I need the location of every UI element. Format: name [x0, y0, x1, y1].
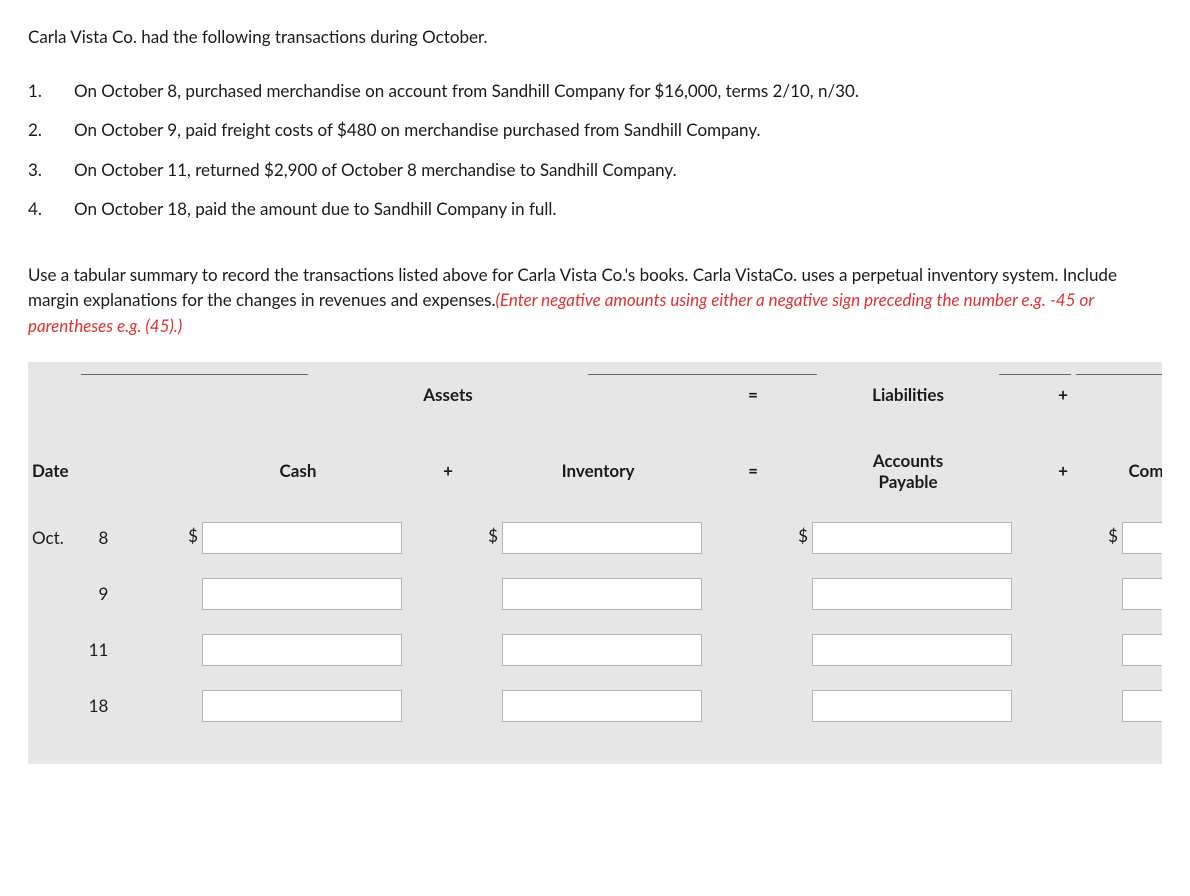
- cash-input[interactable]: [202, 578, 402, 610]
- section-assets: Assets: [178, 378, 718, 444]
- col-equals: =: [718, 444, 788, 511]
- transaction-text: On October 11, returned $2,900 of Octobe…: [74, 157, 677, 183]
- accounts-payable-input[interactable]: [812, 634, 1012, 666]
- summary-table: Assets = Liabilities + Date Cash + Inven…: [28, 362, 1162, 764]
- transaction-number: 4.: [28, 196, 74, 222]
- section-equals: =: [718, 378, 788, 444]
- date-day: 8: [78, 525, 108, 551]
- date-month: Oct.: [32, 525, 74, 551]
- transaction-text: On October 9, paid freight costs of $480…: [74, 117, 761, 143]
- intro-text: Carla Vista Co. had the following transa…: [28, 24, 1162, 50]
- transaction-item: 3. On October 11, returned $2,900 of Oct…: [28, 157, 1162, 183]
- common-input[interactable]: [1122, 522, 1162, 554]
- instructions: Use a tabular summary to record the tran…: [28, 262, 1162, 339]
- col-plus: +: [1028, 444, 1098, 511]
- currency-label: $: [792, 523, 808, 549]
- transaction-item: 4. On October 18, paid the amount due to…: [28, 196, 1162, 222]
- transaction-number: 1.: [28, 78, 74, 104]
- table-row: 9: [28, 566, 1162, 622]
- accounts-payable-input[interactable]: [812, 690, 1012, 722]
- table-row: 11: [28, 622, 1162, 678]
- transaction-text: On October 18, paid the amount due to Sa…: [74, 196, 556, 222]
- date-day: 11: [78, 637, 108, 663]
- inventory-input[interactable]: [502, 578, 702, 610]
- inventory-input[interactable]: [502, 522, 702, 554]
- col-cash: Cash: [178, 444, 418, 511]
- currency-label: $: [182, 523, 198, 549]
- cash-input[interactable]: [202, 690, 402, 722]
- col-date: Date: [28, 444, 178, 511]
- col-common: Commo: [1098, 444, 1162, 511]
- section-liabilities: Liabilities: [788, 378, 1028, 444]
- inventory-input[interactable]: [502, 634, 702, 666]
- transaction-number: 2.: [28, 117, 74, 143]
- transaction-item: 1. On October 8, purchased merchandise o…: [28, 78, 1162, 104]
- col-plus: +: [418, 444, 478, 511]
- cash-input[interactable]: [202, 522, 402, 554]
- inventory-input[interactable]: [502, 690, 702, 722]
- currency-label: $: [482, 523, 498, 549]
- currency-label: $: [1102, 523, 1118, 549]
- section-plus: +: [1028, 378, 1098, 444]
- date-day: 18: [78, 693, 108, 719]
- accounts-payable-input[interactable]: [812, 522, 1012, 554]
- transaction-number: 3.: [28, 157, 74, 183]
- date-day: 9: [78, 581, 108, 607]
- common-input[interactable]: [1122, 690, 1162, 722]
- table-row: 18: [28, 678, 1162, 734]
- transaction-list: 1. On October 8, purchased merchandise o…: [28, 78, 1162, 222]
- common-input[interactable]: [1122, 634, 1162, 666]
- table-row: Oct. 8 $ $ $ $: [28, 510, 1162, 566]
- col-inventory: Inventory: [478, 444, 718, 511]
- cash-input[interactable]: [202, 634, 402, 666]
- transaction-text: On October 8, purchased merchandise on a…: [74, 78, 859, 104]
- col-accounts-payable: Accounts Payable: [788, 444, 1028, 511]
- transaction-item: 2. On October 9, paid freight costs of $…: [28, 117, 1162, 143]
- common-input[interactable]: [1122, 578, 1162, 610]
- accounts-payable-input[interactable]: [812, 578, 1012, 610]
